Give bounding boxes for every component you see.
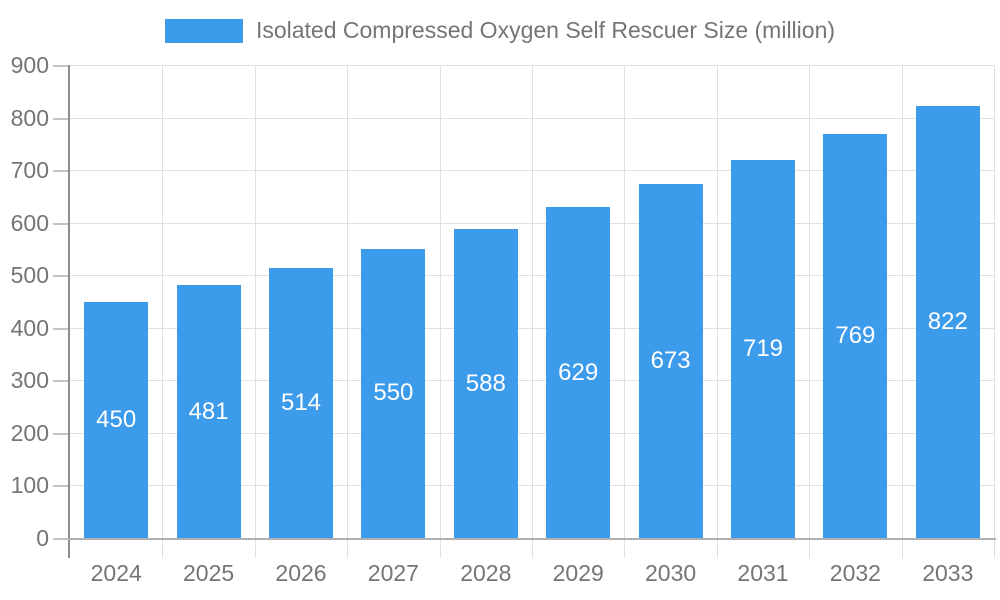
x-axis-label: 2031: [737, 560, 789, 586]
x-axis-label: 2033: [922, 560, 974, 586]
x-axis-label: 2028: [460, 560, 512, 586]
legend-swatch: [164, 18, 243, 43]
y-axis-tick: [53, 222, 68, 225]
gridline-vertical: [901, 65, 903, 558]
y-axis-tick-label: 200: [10, 419, 49, 446]
y-axis-tick-label: 100: [10, 472, 49, 499]
y-axis-tick-label: 900: [10, 52, 49, 78]
bar-2029[interactable]: 629: [546, 207, 611, 538]
bar-value-label: 550: [373, 379, 414, 407]
x-axis-label: 2030: [645, 560, 697, 586]
bar-2033[interactable]: 822: [915, 106, 980, 538]
y-axis-tick-label: 0: [36, 525, 49, 551]
bar-value-label: 514: [280, 388, 322, 416]
bar-value-label: 629: [558, 358, 599, 386]
bar-2025[interactable]: 481: [176, 285, 241, 538]
bar-value-label: 719: [742, 335, 784, 363]
y-axis-tick: [53, 380, 68, 383]
x-axis-label: 2027: [367, 560, 419, 586]
x-axis-label: 2032: [829, 560, 881, 586]
y-axis-tick: [53, 65, 68, 67]
y-axis-tick-label: 500: [10, 262, 49, 289]
bar-2028[interactable]: 588: [453, 229, 518, 538]
gridline-vertical: [439, 65, 441, 558]
y-axis-tick-label: 700: [10, 157, 49, 184]
y-axis-tick: [53, 170, 68, 173]
y-axis-tick: [53, 538, 68, 540]
y-axis-tick-label: 300: [10, 367, 49, 394]
bar-2031[interactable]: 719: [731, 160, 795, 538]
bar-value-label: 481: [188, 397, 229, 425]
bar-2027[interactable]: 550: [361, 248, 426, 538]
gridline-vertical: [254, 65, 256, 558]
bar-value-label: 769: [835, 321, 876, 349]
legend[interactable]: Isolated Compressed Oxygen Self Rescuer …: [0, 17, 1000, 44]
gridline-vertical: [624, 65, 626, 558]
gridline-vertical: [532, 65, 533, 558]
x-axis-label: 2026: [275, 560, 327, 586]
y-axis-tick: [53, 275, 68, 278]
y-axis-tick: [53, 485, 68, 488]
y-axis-tick: [53, 117, 68, 120]
y-axis-tick: [53, 432, 68, 435]
x-axis-label: 2029: [552, 560, 604, 586]
bar-2026[interactable]: 514: [269, 267, 333, 538]
y-axis-tick: [53, 327, 68, 330]
x-axis-label: 2024: [90, 560, 142, 586]
gridline-vertical: [162, 65, 164, 558]
gridline-vertical: [716, 65, 718, 558]
bar-2032[interactable]: 769: [823, 133, 888, 538]
x-axis-line: [68, 538, 996, 540]
bar-value-label: 588: [465, 369, 506, 397]
y-axis-tick-label: 600: [10, 209, 49, 236]
bar-2024[interactable]: 450: [84, 301, 149, 538]
x-axis-label: 2025: [183, 560, 235, 586]
bar-2030[interactable]: 673: [638, 184, 703, 538]
bar-value-label: 450: [96, 405, 137, 433]
bar-value-label: 822: [927, 308, 968, 335]
gridline-vertical: [809, 65, 811, 558]
gridline-vertical: [994, 65, 995, 558]
legend-label: Isolated Compressed Oxygen Self Rescuer …: [255, 17, 836, 43]
y-axis-tick-label: 800: [10, 104, 49, 131]
y-axis-line: [68, 65, 70, 558]
y-axis-tick-label: 400: [10, 314, 49, 341]
bar-value-label: 673: [650, 347, 691, 375]
gridline-vertical: [347, 65, 349, 558]
